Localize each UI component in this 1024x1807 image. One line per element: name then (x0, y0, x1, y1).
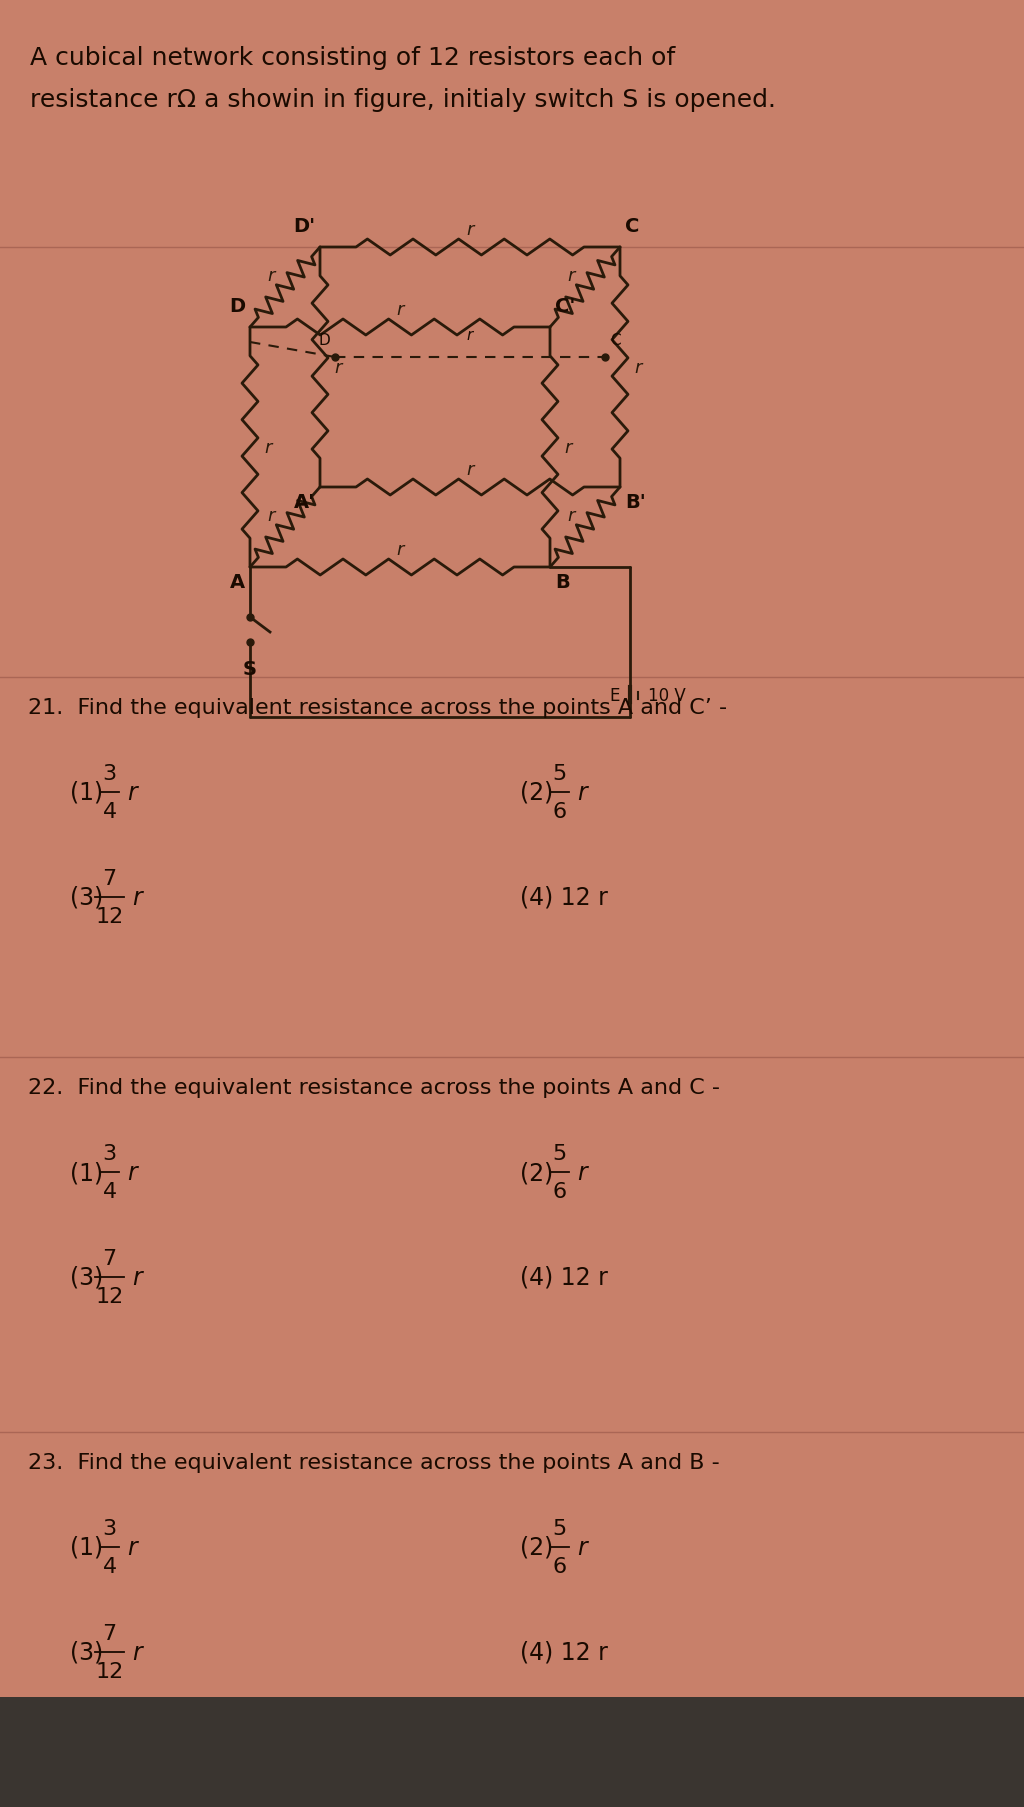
Text: (2): (2) (520, 1160, 553, 1184)
Text: A: A (229, 573, 245, 591)
Text: S: S (243, 660, 257, 679)
Text: (2): (2) (520, 1536, 553, 1559)
Text: r: r (127, 1160, 136, 1184)
Text: r: r (567, 508, 575, 524)
Text: 12: 12 (95, 1287, 124, 1306)
Text: 7: 7 (102, 1623, 117, 1643)
Text: r: r (264, 439, 271, 457)
Text: B: B (555, 573, 569, 591)
Text: r: r (466, 220, 474, 239)
Text: r: r (564, 439, 571, 457)
Text: r: r (132, 1641, 141, 1664)
Text: 22.  Find the equivalent resistance across the points A and C -: 22. Find the equivalent resistance acros… (28, 1077, 720, 1097)
Text: D: D (229, 296, 245, 316)
Text: r: r (634, 360, 642, 378)
Text: resistance rΩ a showin in figure, initialy switch S is opened.: resistance rΩ a showin in figure, initia… (30, 89, 776, 112)
Text: r: r (267, 267, 275, 286)
Text: 6: 6 (553, 1182, 566, 1202)
Text: r: r (466, 461, 474, 479)
Text: 10 V: 10 V (648, 687, 686, 705)
Text: 3: 3 (102, 1144, 117, 1164)
Text: D': D' (293, 217, 315, 237)
Text: 5: 5 (553, 1144, 566, 1164)
Text: 3: 3 (102, 1518, 117, 1538)
Text: 6: 6 (553, 802, 566, 822)
Text: E: E (609, 687, 620, 705)
Text: 5: 5 (553, 763, 566, 782)
Text: 4: 4 (102, 1556, 117, 1576)
Text: (3): (3) (70, 885, 103, 909)
Text: C: C (610, 332, 621, 347)
Text: (3): (3) (70, 1265, 103, 1288)
Text: (1): (1) (70, 781, 103, 804)
Text: r: r (132, 885, 141, 909)
Text: r: r (467, 327, 473, 343)
Text: 7: 7 (102, 867, 117, 889)
Text: 21.  Find the equivalent resistance across the points A and C’ -: 21. Find the equivalent resistance acros… (28, 698, 727, 717)
Text: 3: 3 (102, 763, 117, 782)
Text: r: r (267, 508, 275, 524)
Text: A cubical network consisting of 12 resistors each of: A cubical network consisting of 12 resis… (30, 45, 675, 70)
Text: r: r (567, 267, 575, 286)
Text: B': B' (625, 493, 646, 511)
Text: 12: 12 (95, 1661, 124, 1682)
Text: r: r (132, 1265, 141, 1288)
Text: (4) 12 r: (4) 12 r (520, 1641, 608, 1664)
Text: r: r (334, 360, 342, 378)
Text: (1): (1) (70, 1536, 103, 1559)
Text: 4: 4 (102, 802, 117, 822)
Text: (4) 12 r: (4) 12 r (520, 885, 608, 909)
Text: C: C (625, 217, 639, 237)
Text: r: r (577, 781, 587, 804)
Text: r: r (577, 1536, 587, 1559)
Text: C': C' (555, 296, 575, 316)
Text: 7: 7 (102, 1249, 117, 1269)
Text: 4: 4 (102, 1182, 117, 1202)
Text: 12: 12 (95, 907, 124, 927)
Text: (4) 12 r: (4) 12 r (520, 1265, 608, 1288)
Text: r: r (577, 1160, 587, 1184)
Text: r: r (127, 781, 136, 804)
Bar (0, 1697, 1024, 1807)
Text: (1): (1) (70, 1160, 103, 1184)
Text: 5: 5 (553, 1518, 566, 1538)
Text: A': A' (294, 493, 315, 511)
Text: (2): (2) (520, 781, 553, 804)
Text: 6: 6 (553, 1556, 566, 1576)
Text: D: D (318, 332, 330, 347)
Text: (3): (3) (70, 1641, 103, 1664)
Text: r: r (127, 1536, 136, 1559)
Text: r: r (396, 540, 403, 558)
Text: 23.  Find the equivalent resistance across the points A and B -: 23. Find the equivalent resistance acros… (28, 1453, 720, 1473)
Text: r: r (396, 300, 403, 318)
